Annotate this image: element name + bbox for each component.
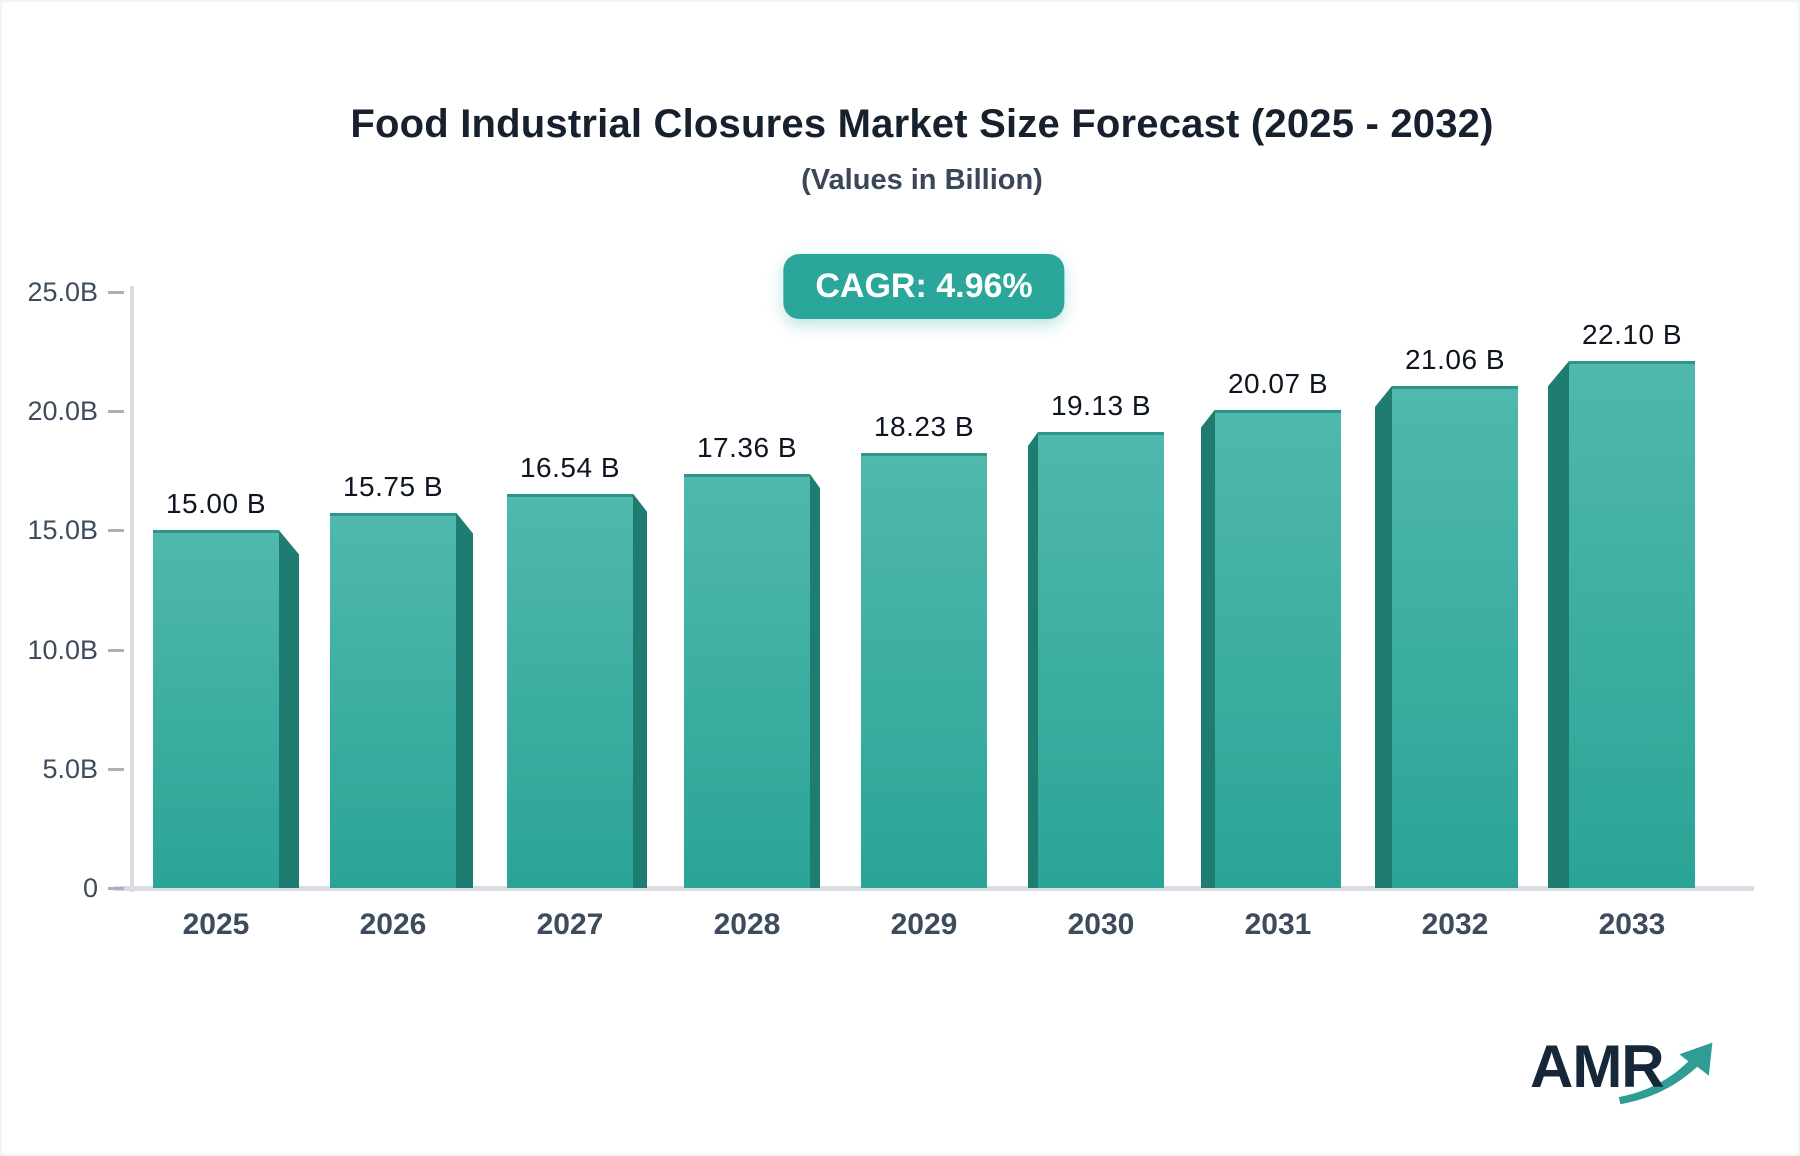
bar-face <box>1038 431 1164 888</box>
logo-text: AMR <box>1530 1033 1665 1100</box>
x-axis-label: 2030 <box>1067 908 1135 941</box>
y-axis-tick <box>108 529 124 533</box>
y-axis-label: 15.0B <box>27 515 98 546</box>
x-axis-label: 2026 <box>359 908 427 941</box>
bar-face <box>1392 385 1518 888</box>
bar-2026[interactable] <box>330 512 473 888</box>
bar-side <box>810 474 820 888</box>
bar-side <box>1028 431 1038 888</box>
bar-value-label: 17.36 B <box>696 432 798 464</box>
bar-2029[interactable] <box>861 453 987 888</box>
bar-face <box>507 493 633 888</box>
bar-face <box>330 512 456 888</box>
x-axis-label: 2032 <box>1421 908 1489 941</box>
bar-side <box>279 530 299 888</box>
bar-value-label: 22.10 B <box>1581 319 1683 351</box>
bar-face <box>861 453 987 888</box>
x-axis-label: 2025 <box>182 908 250 941</box>
bar-2032[interactable] <box>1375 385 1518 888</box>
bar-face <box>153 530 279 888</box>
bar-value-label: 15.75 B <box>342 470 444 502</box>
bar-value-label: 15.00 B <box>165 488 267 520</box>
y-axis-label: 0 <box>82 873 98 903</box>
y-axis-line <box>130 286 134 892</box>
bar-value-label: 20.07 B <box>1227 367 1329 399</box>
bar-side <box>1548 361 1569 888</box>
bar-2033[interactable] <box>1548 361 1695 888</box>
chart-title: Food Industrial Closures Market Size For… <box>350 102 1494 146</box>
x-axis-label: 2029 <box>890 908 958 941</box>
bar-face <box>1215 409 1341 888</box>
logo-growth-arrow-icon <box>1618 1042 1713 1105</box>
bar-face <box>1569 361 1695 888</box>
y-axis-label: 10.0B <box>27 634 98 665</box>
y-axis-label: 5.0B <box>42 753 98 784</box>
bar-2031[interactable] <box>1201 409 1341 888</box>
y-axis-tick <box>108 410 124 414</box>
bar-2025[interactable] <box>153 530 299 888</box>
y-axis-tick <box>108 887 124 890</box>
bar-side <box>456 512 473 888</box>
x-axis-label: 2028 <box>713 908 781 941</box>
bar-face <box>684 474 810 888</box>
bar-value-label: 21.06 B <box>1404 343 1506 375</box>
x-axis-label: 2027 <box>536 908 604 941</box>
bar-value-label: 19.13 B <box>1050 389 1152 421</box>
y-axis-label: 20.0B <box>27 396 98 427</box>
x-axis-baseline <box>114 886 1754 891</box>
cagr-badge: CAGR: 4.96% <box>783 254 1065 319</box>
bar-side <box>1375 385 1392 888</box>
bar-2027[interactable] <box>507 493 647 888</box>
x-axis-label: 2031 <box>1244 908 1312 941</box>
bar-side <box>1201 409 1215 888</box>
bar-side <box>633 493 647 888</box>
y-axis-tick <box>108 767 124 771</box>
bar-value-label: 16.54 B <box>519 451 621 483</box>
bar-2028[interactable] <box>684 474 820 888</box>
amr-logo: AMR <box>1530 1030 1730 1114</box>
y-axis-tick <box>108 648 124 652</box>
chart-subtitle: (Values in Billion) <box>801 164 1043 196</box>
y-axis-label: 25.0B <box>27 277 98 307</box>
x-axis-label: 2033 <box>1598 908 1666 941</box>
bar-2030[interactable] <box>1028 431 1164 888</box>
bar-value-label: 18.23 B <box>873 411 975 443</box>
y-axis-tick <box>108 291 124 294</box>
